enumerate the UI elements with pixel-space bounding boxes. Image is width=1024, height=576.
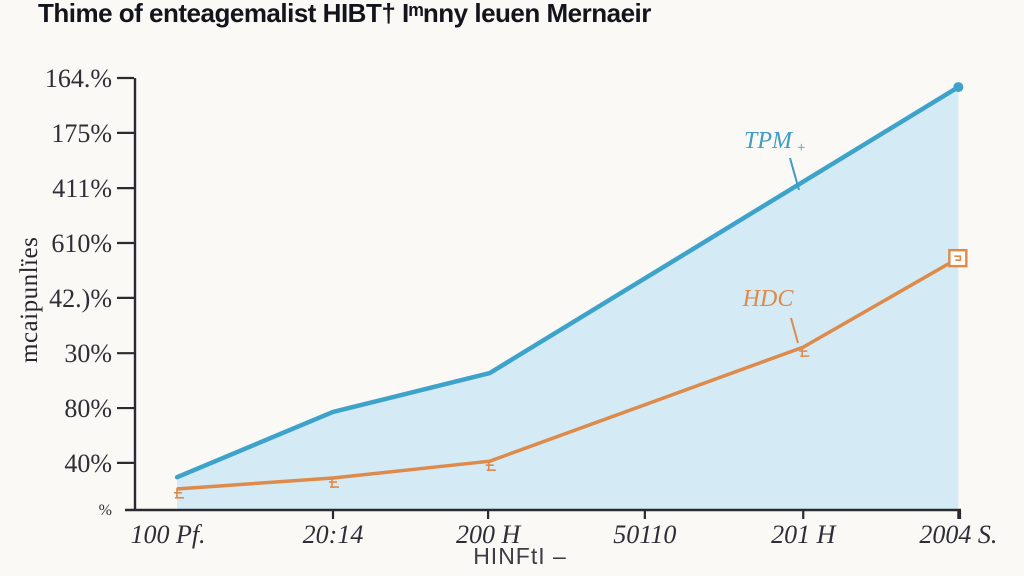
y-tick-label: 164.% bbox=[45, 64, 112, 93]
y-tick-label: % bbox=[99, 502, 112, 519]
series-line-tpm bbox=[174, 84, 961, 480]
area-fill bbox=[177, 87, 959, 510]
x-axis-title: HINFtI – bbox=[473, 543, 567, 569]
x-tick-label: 100 Pf. bbox=[130, 520, 205, 549]
y-tick-label: 175% bbox=[51, 119, 112, 148]
y-tick-label: 610% bbox=[51, 229, 112, 258]
y-tick-label: 411% bbox=[52, 174, 112, 203]
minor-marker-hdc bbox=[173, 489, 184, 499]
y-tick-label: 80% bbox=[64, 394, 112, 423]
y-tick-label: 40% bbox=[64, 449, 112, 478]
hdc-label-leader bbox=[790, 317, 799, 344]
y-tick-label: 30% bbox=[64, 339, 112, 368]
tpm-label-text: TPM bbox=[744, 128, 794, 154]
tpm-label-leader bbox=[789, 157, 800, 191]
x-tick-label: 201 H bbox=[771, 520, 837, 549]
x-tick-label: 2004 S. bbox=[919, 520, 997, 549]
end-marker-glyph-hdc bbox=[954, 255, 962, 261]
x-tick-label: 20:14 bbox=[303, 520, 364, 549]
x-tick-label: 50110 bbox=[613, 520, 676, 549]
hdc-label-text: HDC bbox=[742, 286, 795, 312]
y-tick-label: 42.)% bbox=[49, 284, 112, 313]
tpm-label-suffix: + bbox=[797, 140, 805, 156]
end-marker-square-hdc bbox=[948, 248, 968, 268]
end-marker-dot-tpm bbox=[953, 82, 964, 93]
minor-marker-hdc bbox=[485, 462, 496, 471]
minor-marker-hdc bbox=[799, 348, 810, 357]
minor-marker-hdc bbox=[329, 479, 339, 488]
series-line-hdc bbox=[176, 256, 961, 491]
chart-title: Thime of enteagemalist HIBT† Iᵐnny leuen… bbox=[38, 0, 651, 28]
x-tick-label: 200 H bbox=[456, 520, 522, 549]
